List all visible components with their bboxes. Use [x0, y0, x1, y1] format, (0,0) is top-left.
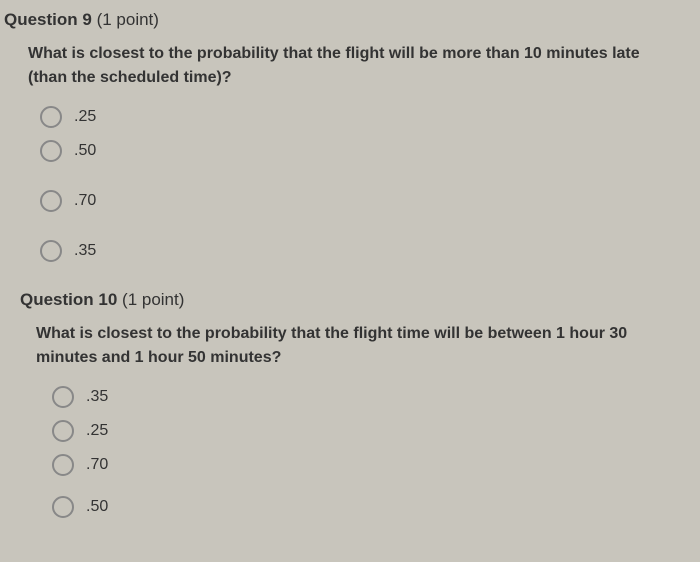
radio-icon	[40, 106, 62, 128]
q9-option-3[interactable]: .70	[40, 190, 680, 212]
q10-option-3[interactable]: .70	[52, 454, 680, 476]
question-9-text: What is closest to the probability that …	[28, 42, 680, 90]
q10-option-1-label: .35	[86, 388, 108, 406]
question-9-block: Question 9 (1 point) What is closest to …	[0, 10, 680, 262]
radio-icon	[52, 386, 74, 408]
question-10-number: Question 10	[20, 290, 117, 309]
question-9-number: Question 9	[4, 10, 92, 29]
question-9-points: (1 point)	[92, 10, 159, 29]
radio-icon	[40, 240, 62, 262]
radio-icon	[40, 190, 62, 212]
radio-icon	[40, 140, 62, 162]
question-10-header: Question 10 (1 point)	[20, 290, 680, 310]
q10-option-4-label: .50	[86, 498, 108, 516]
q9-option-1[interactable]: .25	[40, 106, 680, 128]
q9-option-1-label: .25	[74, 108, 96, 126]
q9-option-3-label: .70	[74, 192, 96, 210]
q10-option-3-label: .70	[86, 456, 108, 474]
question-10-options: .35 .25 .70 .50	[52, 386, 680, 518]
q9-option-2[interactable]: .50	[40, 140, 680, 162]
q10-option-4[interactable]: .50	[52, 496, 680, 518]
radio-icon	[52, 496, 74, 518]
question-10-block: Question 10 (1 point) What is closest to…	[0, 290, 680, 518]
question-10-points: (1 point)	[117, 290, 184, 309]
question-9-options: .25 .50 .70 .35	[40, 106, 680, 262]
radio-icon	[52, 420, 74, 442]
q9-option-2-label: .50	[74, 142, 96, 160]
q9-option-4[interactable]: .35	[40, 240, 680, 262]
question-10-text: What is closest to the probability that …	[36, 322, 680, 370]
q10-option-1[interactable]: .35	[52, 386, 680, 408]
question-9-header: Question 9 (1 point)	[4, 10, 680, 30]
radio-icon	[52, 454, 74, 476]
q10-option-2-label: .25	[86, 422, 108, 440]
q10-option-2[interactable]: .25	[52, 420, 680, 442]
q9-option-4-label: .35	[74, 242, 96, 260]
